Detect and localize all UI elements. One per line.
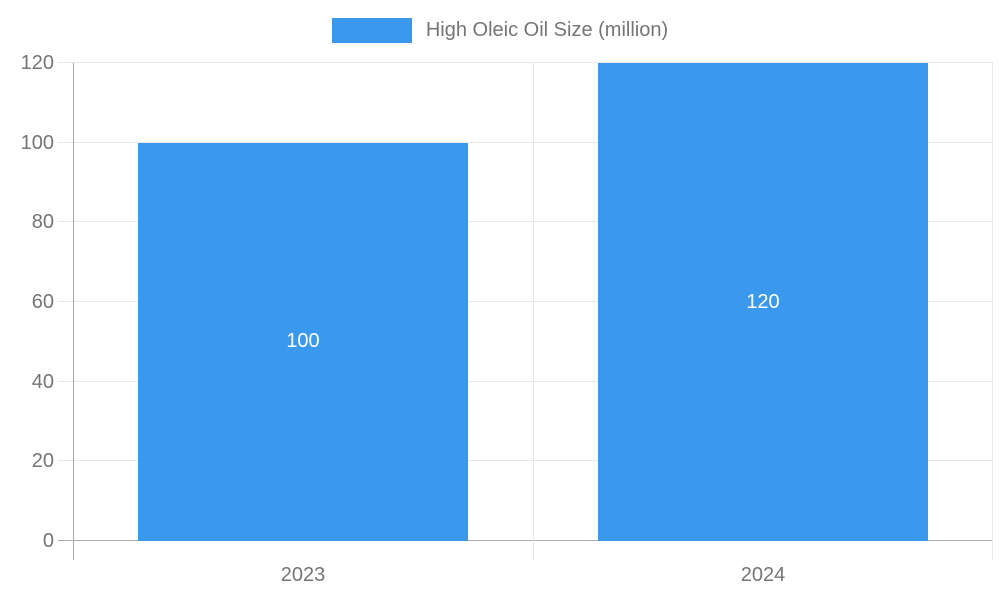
- legend-label: High Oleic Oil Size (million): [425, 19, 669, 41]
- y-tick-label: 100: [20, 131, 54, 154]
- v-gridline: [533, 63, 534, 560]
- bar-2023[interactable]: 100: [138, 142, 468, 541]
- x-tick-label-2023: 2023: [280, 564, 326, 586]
- x-axis-line: [58, 540, 993, 541]
- y-tick-label: 120: [20, 52, 54, 74]
- y-tick-label: 60: [31, 291, 54, 313]
- bar-value-label: 100: [286, 330, 320, 353]
- x-tick-label-2024: 2024: [740, 564, 786, 586]
- h-gridline: [58, 301, 993, 302]
- h-gridline: [58, 62, 993, 63]
- h-gridline: [58, 221, 993, 223]
- v-gridline: [992, 63, 993, 560]
- h-gridline: [58, 380, 993, 382]
- y-tick-label: 80: [31, 211, 54, 234]
- legend-swatch: [331, 18, 412, 43]
- y-tick-label: 0: [42, 530, 54, 552]
- y-tick-label: 20: [31, 450, 54, 473]
- h-gridline: [58, 460, 993, 462]
- bar-2024[interactable]: 120: [598, 63, 928, 541]
- plot-area: 100 120: [58, 62, 993, 560]
- y-axis-line: [73, 63, 74, 560]
- legend[interactable]: High Oleic Oil Size (million): [0, 18, 1000, 43]
- bar-value-label: 120: [746, 290, 780, 313]
- h-gridline: [58, 141, 993, 143]
- y-tick-label: 40: [31, 370, 54, 393]
